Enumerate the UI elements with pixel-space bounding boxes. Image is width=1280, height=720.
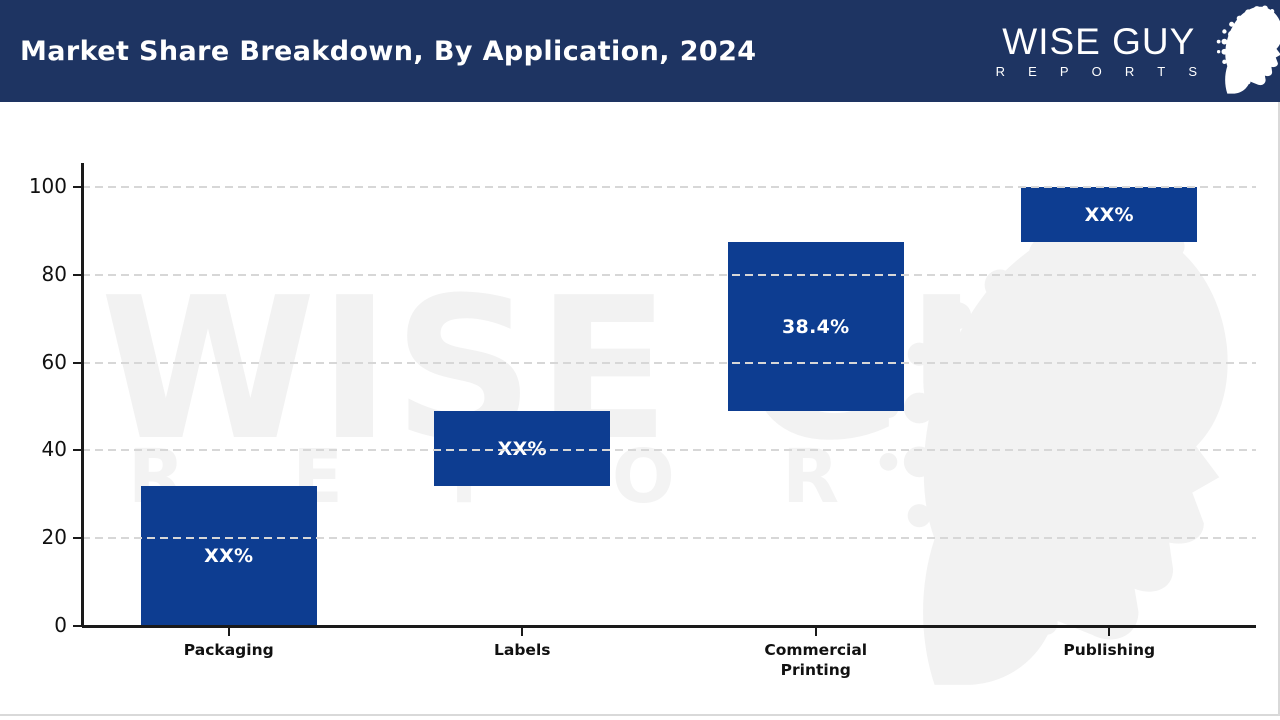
bar-segment-publishing: XX% xyxy=(1021,187,1198,243)
y-tick-label: 60 xyxy=(41,349,67,374)
x-tick-1 xyxy=(521,627,524,636)
logo-text: WISE GUY R E P O R T S xyxy=(990,23,1208,79)
x-tick-3 xyxy=(1108,627,1111,636)
x-category-label: Labels xyxy=(494,641,551,659)
y-tick-100 xyxy=(73,186,82,189)
bar-value-label: 38.4% xyxy=(782,315,850,338)
watermark-head-icon xyxy=(852,208,1248,708)
right-border-line xyxy=(1278,102,1280,716)
bar-value-label: XX% xyxy=(1084,203,1134,226)
y-tick-60 xyxy=(73,361,82,364)
y-tick-label: 20 xyxy=(41,525,67,550)
bottom-border-line xyxy=(0,714,1280,716)
gridline-y-60 xyxy=(82,361,1256,364)
bar-segment-commercial-printing: 38.4% xyxy=(727,242,904,411)
y-tick-80 xyxy=(73,273,82,276)
x-category-label: Commercial Printing xyxy=(764,641,868,680)
x-category-label: Packaging xyxy=(183,641,274,659)
x-axis-line xyxy=(82,625,1256,628)
gridline-y-40 xyxy=(82,449,1256,452)
x-tick-0 xyxy=(227,627,230,636)
logo-subtitle: R E P O R T S xyxy=(995,64,1208,79)
bar-segment-packaging: XX% xyxy=(140,486,317,626)
gridline-y-100 xyxy=(82,186,1256,189)
x-category-label: Publishing xyxy=(1063,641,1156,659)
bar-value-label: XX% xyxy=(204,545,254,568)
y-tick-label: 40 xyxy=(41,437,67,462)
gridline-y-80 xyxy=(82,273,1256,276)
y-tick-label: 80 xyxy=(41,261,67,286)
y-tick-40 xyxy=(73,449,82,452)
header-bar: Market Share Breakdown, By Application, … xyxy=(0,0,1280,102)
bar-segment-labels: XX% xyxy=(434,410,611,487)
y-tick-20 xyxy=(73,537,82,540)
gridline-y-20 xyxy=(82,537,1256,540)
y-axis-line xyxy=(81,163,84,627)
chart-title: Market Share Breakdown, By Application, … xyxy=(20,35,757,67)
logo-head-icon xyxy=(1210,4,1280,98)
x-tick-2 xyxy=(814,627,817,636)
y-tick-label: 100 xyxy=(28,174,67,199)
y-tick-0 xyxy=(73,625,82,627)
logo-wordmark: WISE GUY xyxy=(1002,21,1196,62)
wise-guy-reports-logo: WISE GUY R E P O R T S xyxy=(990,0,1280,102)
y-tick-label: 0 xyxy=(54,613,67,637)
bar-value-label: XX% xyxy=(498,438,547,460)
